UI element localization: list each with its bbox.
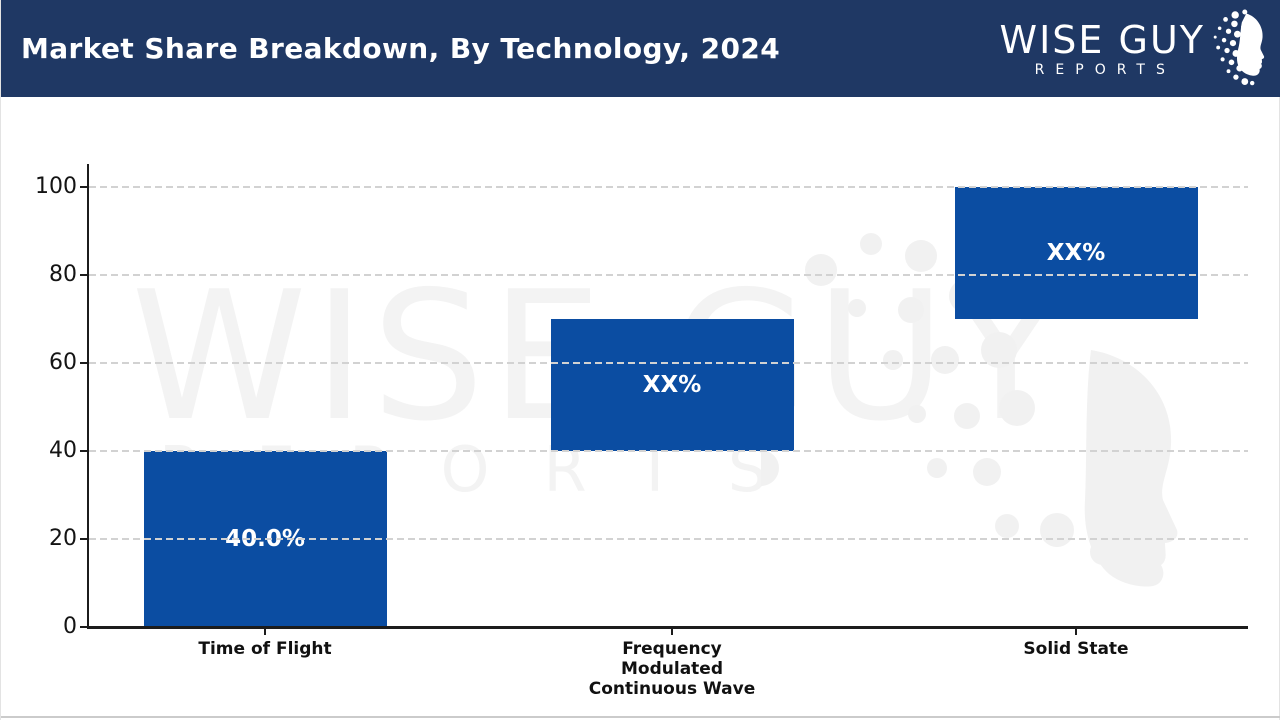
x-tick-label: Frequency Modulated Continuous Wave — [588, 639, 756, 699]
x-tick-label: Time of Flight — [198, 639, 332, 659]
bar-value-label: XX% — [642, 371, 702, 398]
gridline-y100 — [89, 185, 1248, 188]
x-tick-mark — [671, 629, 673, 635]
gridline-y40 — [89, 449, 1248, 452]
x-tick-mark — [264, 629, 266, 635]
x-tick-mark — [1075, 629, 1077, 635]
y-tick-mark — [80, 537, 88, 540]
wiseguy-logo: WISE GUY REPORTS — [1000, 6, 1267, 92]
x-tick-label: Solid State — [1023, 639, 1129, 659]
y-tick-label: 40 — [49, 437, 77, 463]
watermark-dots-face — [761, 230, 1178, 587]
bar-segment: XX% — [954, 186, 1198, 319]
bottom-border-line — [1, 716, 1280, 718]
logo-text: WISE GUY REPORTS — [1000, 20, 1205, 78]
y-tick-label: 80 — [49, 261, 77, 287]
gridline-y80 — [89, 273, 1248, 276]
y-axis-line — [87, 164, 89, 628]
y-tick-mark — [80, 273, 88, 276]
y-tick-label: 60 — [49, 349, 77, 375]
y-tick-label: 100 — [35, 173, 77, 199]
header-bar: Market Share Breakdown, By Technology, 2… — [1, 0, 1280, 97]
page-title: Market Share Breakdown, By Technology, 2… — [21, 32, 781, 65]
x-axis-line — [87, 626, 1248, 629]
y-tick-mark — [80, 361, 88, 364]
gridline-y60 — [89, 361, 1248, 364]
logo-wiseguy-text: WISE GUY — [999, 18, 1205, 62]
gridline-y20 — [89, 537, 1248, 540]
y-tick-mark — [80, 449, 88, 452]
y-tick-mark — [80, 626, 88, 628]
bar-value-label: XX% — [1046, 239, 1106, 266]
y-tick-label: 0 — [63, 614, 77, 639]
dotted-face-icon — [1213, 9, 1265, 86]
y-tick-label: 20 — [49, 525, 77, 551]
bar-segment: XX% — [550, 318, 794, 451]
y-tick-mark — [80, 185, 88, 188]
logo-reports-text: REPORTS — [1034, 62, 1176, 78]
